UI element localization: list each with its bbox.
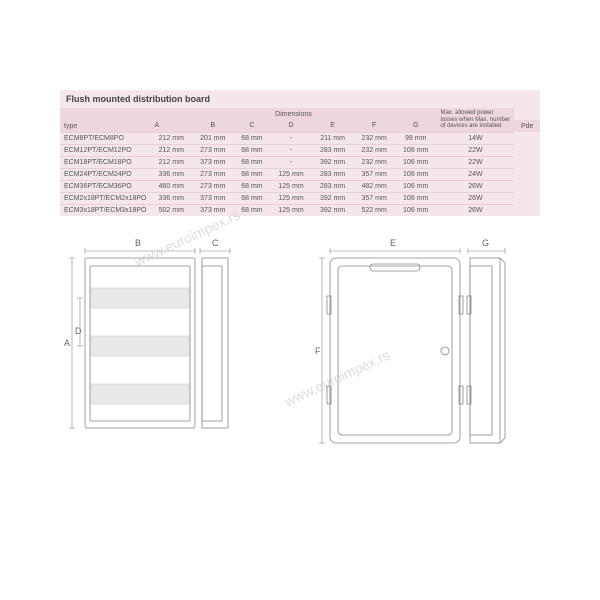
col-D: D xyxy=(270,120,312,132)
svg-text:F: F xyxy=(315,346,321,356)
svg-text:C: C xyxy=(212,238,219,248)
svg-text:E: E xyxy=(390,238,396,248)
table-row: ECM8PT/ECM8PO212 mm201 mm68 mm-211 mm232… xyxy=(60,132,540,144)
table-row: ECM18PT/ECM18PO212 mm373 mm68 mm-392 mm2… xyxy=(60,156,540,168)
col-C: C xyxy=(234,120,271,132)
table-row: ECM2x18PT/ECM2x18PO336 mm373 mm68 mm125 … xyxy=(60,192,540,204)
svg-text:G: G xyxy=(482,238,489,248)
drawing-cover: E G F xyxy=(310,236,520,466)
spec-table: type Dimensions Max. allowed power losse… xyxy=(60,108,540,216)
col-A: A xyxy=(150,120,192,132)
svg-text:A: A xyxy=(64,338,70,348)
table-row: ECM3x18PT/ECM3x18PO502 mm373 mm68 mm125 … xyxy=(60,204,540,216)
col-power: Max. allowed power losses when Max. numb… xyxy=(436,108,514,132)
svg-text:B: B xyxy=(135,238,141,248)
table-row: ECM24PT/ECM24PO336 mm273 mm68 mm125 mm28… xyxy=(60,168,540,180)
col-F: F xyxy=(353,120,395,132)
drawing-front: B C A D xyxy=(60,236,240,466)
col-Pde: Pde xyxy=(514,120,540,132)
col-dimensions: Dimensions xyxy=(150,108,436,120)
table-row: ECM36PT/ECM36PO460 mm273 mm68 mm125 mm28… xyxy=(60,180,540,192)
col-B: B xyxy=(192,120,234,132)
table-row: ECM12PT/ECM12PO212 mm273 mm68 mm-283 mm2… xyxy=(60,144,540,156)
col-E: E xyxy=(312,120,354,132)
col-G: G xyxy=(395,120,437,132)
table-title: Flush mounted distribution board xyxy=(60,90,540,108)
col-type: type xyxy=(60,108,150,132)
svg-text:D: D xyxy=(75,326,82,336)
